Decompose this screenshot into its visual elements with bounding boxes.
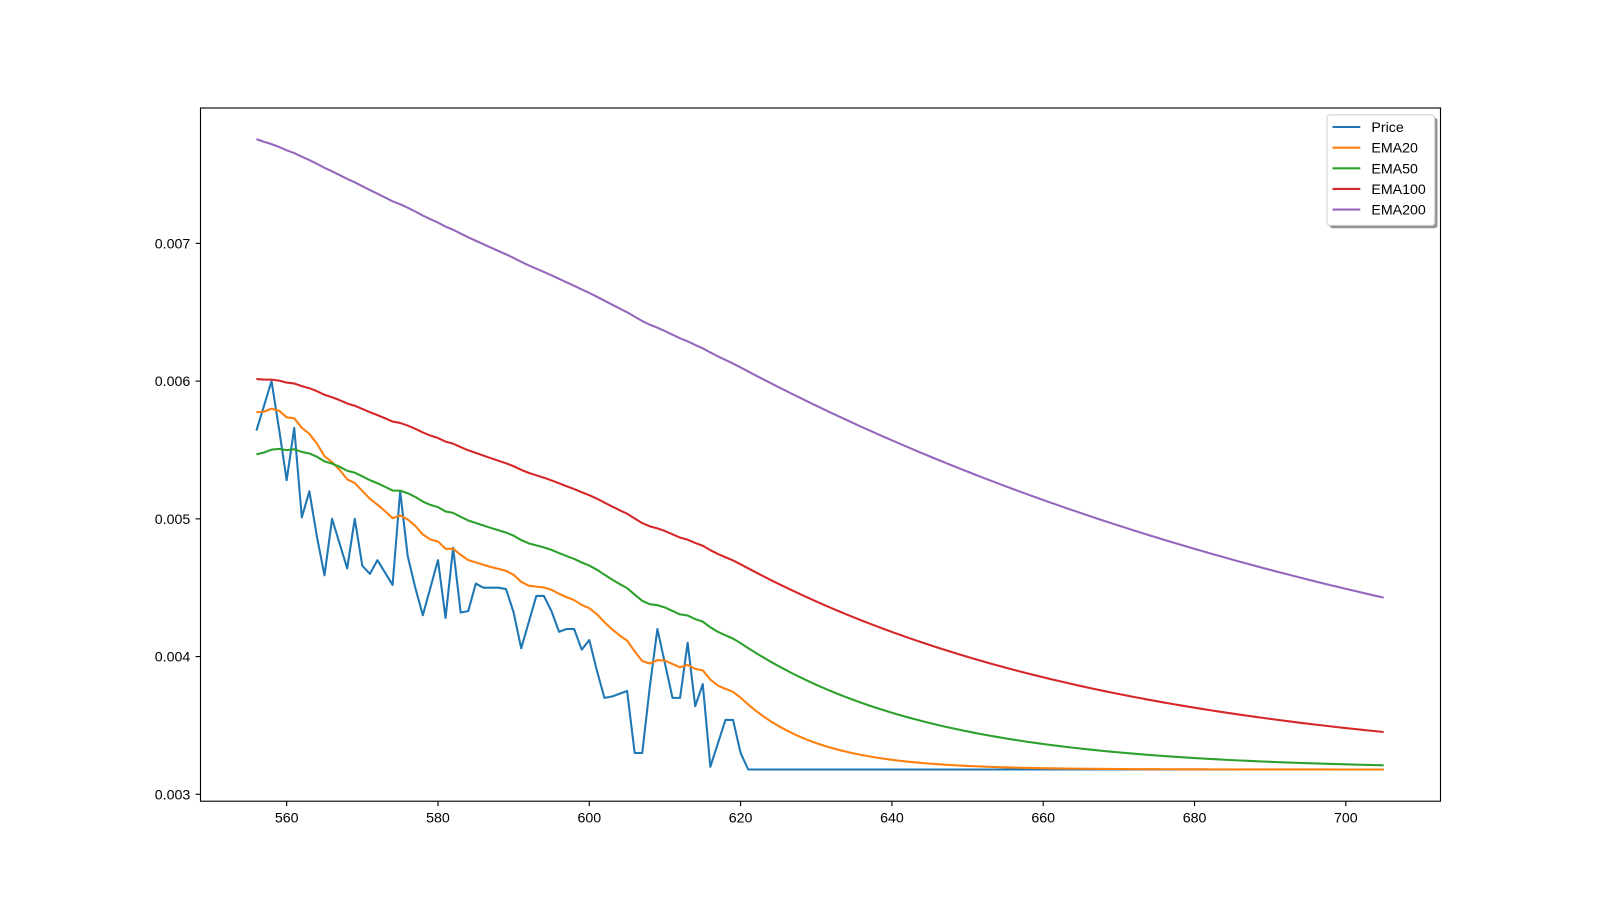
svg-text:EMA20: EMA20 [1371,141,1418,157]
svg-text:640: 640 [880,811,904,827]
svg-text:0.003: 0.003 [155,787,191,803]
svg-text:0.004: 0.004 [155,650,191,666]
svg-text:700: 700 [1334,811,1358,827]
svg-text:660: 660 [1031,811,1055,827]
svg-text:580: 580 [426,811,450,827]
svg-text:EMA200: EMA200 [1371,203,1426,219]
svg-text:600: 600 [577,811,601,827]
svg-text:0.006: 0.006 [155,374,191,390]
svg-text:560: 560 [275,811,299,827]
svg-text:EMA50: EMA50 [1371,161,1418,177]
svg-text:EMA100: EMA100 [1371,182,1426,198]
svg-text:Price: Price [1371,120,1403,136]
svg-text:680: 680 [1183,811,1207,827]
svg-text:620: 620 [729,811,753,827]
svg-text:0.007: 0.007 [155,236,191,252]
svg-text:0.005: 0.005 [155,512,191,528]
